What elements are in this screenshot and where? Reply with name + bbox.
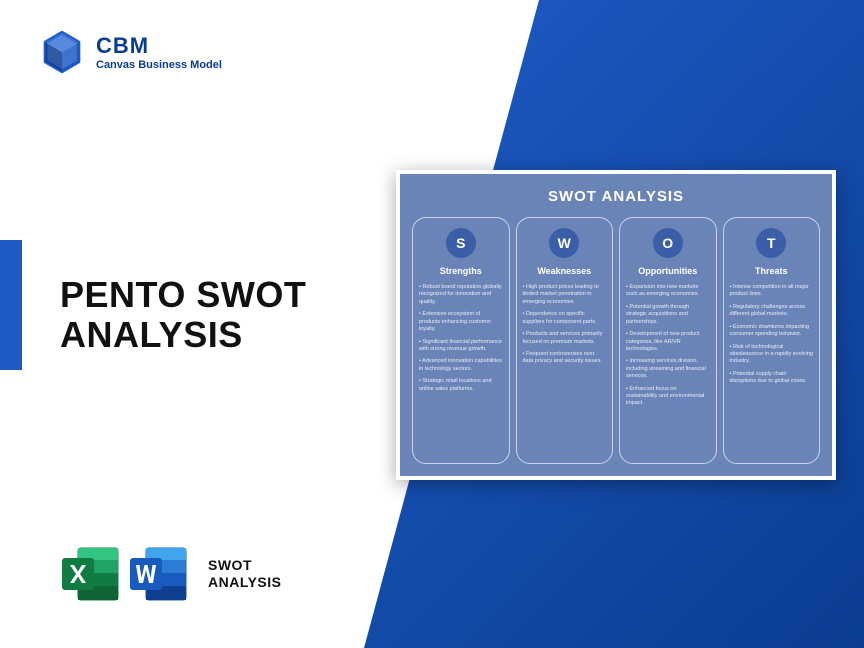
swot-col-threats: T Threats • Intense competition in all m… bbox=[723, 217, 821, 464]
swot-letter-s: S bbox=[446, 228, 476, 258]
swot-item: • Extensive ecosystem of products enhanc… bbox=[419, 311, 503, 333]
icons-label-line-1: SWOT bbox=[208, 557, 252, 573]
swot-col-strengths: S Strengths • Robust brand reputation gl… bbox=[412, 217, 510, 464]
swot-item: • Advanced innovation capabilities in te… bbox=[419, 358, 503, 373]
title-line-2: ANALYSIS bbox=[60, 314, 243, 355]
swot-heading-threats: Threats bbox=[755, 266, 788, 276]
swot-panel: SWOT ANALYSIS S Strengths • Robust brand… bbox=[396, 170, 836, 480]
swot-items-opportunities: • Expansion into new markets such as eme… bbox=[626, 284, 710, 408]
swot-item: • Products and services primarily focuse… bbox=[523, 331, 607, 346]
swot-item: • Development of new product categories,… bbox=[626, 331, 710, 353]
file-icons-label: SWOT ANALYSIS bbox=[208, 557, 282, 591]
page-title: PENTO SWOT ANALYSIS bbox=[60, 275, 306, 354]
swot-letter-w: W bbox=[549, 228, 579, 258]
swot-item: • Intense competition in all major produ… bbox=[730, 284, 814, 299]
swot-item: • Frequent controversies over data priva… bbox=[523, 351, 607, 366]
swot-items-threats: • Intense competition in all major produ… bbox=[730, 284, 814, 386]
excel-icon bbox=[58, 542, 122, 606]
swot-item: • Potential supply chain disruptions due… bbox=[730, 371, 814, 386]
swot-item: • Expansion into new markets such as eme… bbox=[626, 284, 710, 299]
title-line-1: PENTO SWOT bbox=[60, 274, 306, 315]
swot-heading-weaknesses: Weaknesses bbox=[537, 266, 591, 276]
swot-items-strengths: • Robust brand reputation globally recog… bbox=[419, 284, 503, 393]
word-icon bbox=[126, 542, 190, 606]
logo-subtitle: Canvas Business Model bbox=[96, 59, 222, 71]
swot-grid: S Strengths • Robust brand reputation gl… bbox=[412, 217, 820, 464]
logo-title: CBM bbox=[96, 33, 222, 59]
swot-item: • Economic downturns impacting consumer … bbox=[730, 324, 814, 339]
swot-item: • Enhanced focus on sustainability and e… bbox=[626, 386, 710, 408]
logo-icon bbox=[40, 30, 84, 74]
swot-item: • Increasing services division, includin… bbox=[626, 358, 710, 380]
swot-item: • Potential growth through strategic acq… bbox=[626, 304, 710, 326]
swot-panel-title: SWOT ANALYSIS bbox=[412, 188, 820, 205]
icons-label-line-2: ANALYSIS bbox=[208, 574, 282, 590]
logo: CBM Canvas Business Model bbox=[40, 30, 222, 74]
swot-item: • Dependence on specific suppliers for c… bbox=[523, 311, 607, 326]
swot-item: • Significant financial performance with… bbox=[419, 339, 503, 354]
swot-item: • Regulatory challenges across different… bbox=[730, 304, 814, 319]
swot-item: • Robust brand reputation globally recog… bbox=[419, 284, 503, 306]
swot-item: • High product prices leading to limited… bbox=[523, 284, 607, 306]
file-icons-row: SWOT ANALYSIS bbox=[58, 542, 282, 606]
swot-heading-opportunities: Opportunities bbox=[638, 266, 697, 276]
swot-col-opportunities: O Opportunities • Expansion into new mar… bbox=[619, 217, 717, 464]
swot-letter-t: T bbox=[756, 228, 786, 258]
swot-items-weaknesses: • High product prices leading to limited… bbox=[523, 284, 607, 366]
swot-col-weaknesses: W Weaknesses • High product prices leadi… bbox=[516, 217, 614, 464]
swot-heading-strengths: Strengths bbox=[440, 266, 482, 276]
accent-bar bbox=[0, 240, 22, 370]
swot-item: • Strategic retail locations and online … bbox=[419, 378, 503, 393]
swot-item: • Risk of technological obsolescence in … bbox=[730, 344, 814, 366]
swot-letter-o: O bbox=[653, 228, 683, 258]
